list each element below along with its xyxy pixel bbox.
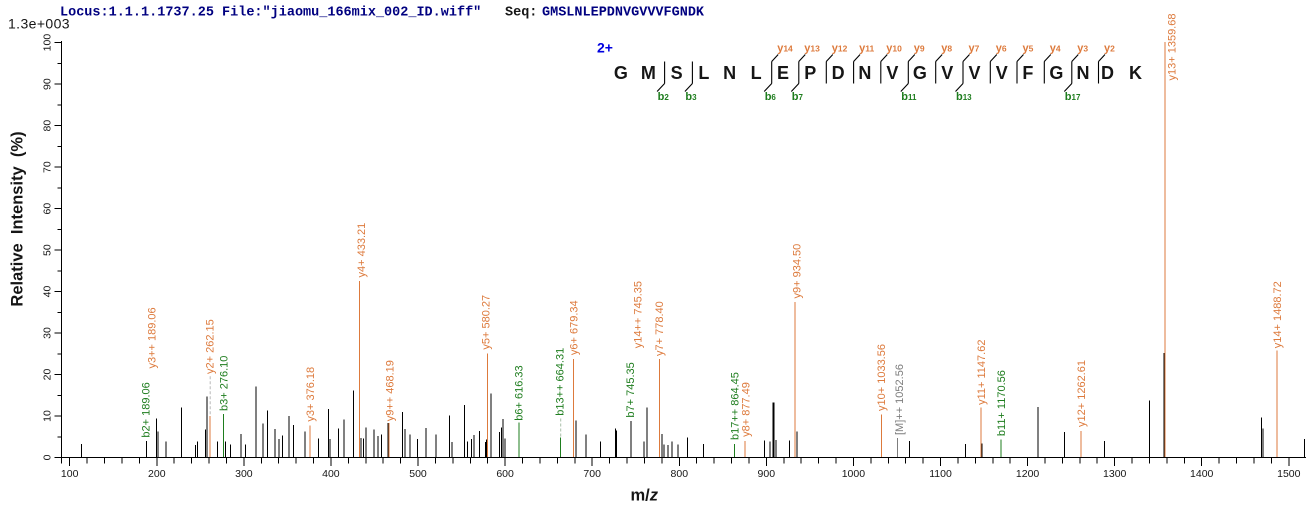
svg-text:y9+ 934.50: y9+ 934.50 — [792, 244, 804, 299]
svg-text:500: 500 — [409, 468, 427, 480]
svg-text:y11: y11 — [859, 43, 874, 55]
svg-text:60: 60 — [42, 203, 54, 215]
svg-text:b13++ 664.31: b13++ 664.31 — [555, 348, 567, 416]
svg-text:b7: b7 — [792, 91, 804, 103]
svg-text:b6: b6 — [765, 91, 777, 103]
svg-text:GMSLNLEPDNVGVVVFGNDK: GMSLNLEPDNVGVVVFGNDK — [542, 6, 705, 21]
svg-text:y2: y2 — [1104, 43, 1115, 55]
svg-text:800: 800 — [671, 468, 689, 480]
svg-text:1300: 1300 — [1103, 468, 1127, 480]
svg-text:100: 100 — [61, 468, 79, 480]
svg-text:S: S — [671, 63, 683, 83]
svg-text:b3+ 276.10: b3+ 276.10 — [219, 356, 231, 411]
svg-text:m/z: m/z — [631, 487, 659, 505]
svg-text:y5: y5 — [1023, 43, 1034, 55]
svg-text:V: V — [968, 63, 980, 83]
svg-text:y9++ 468.19: y9++ 468.19 — [385, 360, 397, 421]
svg-text:Locus:1.1.1.1737.25 File:"jiao: Locus:1.1.1.1737.25 File:"jiaomu_166mix_… — [60, 6, 481, 21]
svg-text:y10: y10 — [886, 43, 902, 55]
svg-text:y12+ 1262.61: y12+ 1262.61 — [1076, 360, 1088, 427]
svg-text:y8: y8 — [941, 43, 952, 55]
svg-text:N: N — [723, 63, 736, 83]
svg-text:40: 40 — [42, 286, 54, 298]
svg-text:b3: b3 — [685, 91, 697, 103]
svg-text:y14+ 1488.72: y14+ 1488.72 — [1272, 281, 1284, 348]
svg-text:b17++ 864.45: b17++ 864.45 — [730, 372, 742, 440]
svg-text:y2+ 262.15: y2+ 262.15 — [205, 319, 217, 374]
svg-text:y8+ 877.49: y8+ 877.49 — [740, 382, 752, 437]
svg-text:L: L — [751, 63, 762, 83]
svg-text:y13+ 1359.68: y13+ 1359.68 — [1167, 14, 1179, 81]
svg-text:b13: b13 — [956, 91, 972, 103]
svg-text:20: 20 — [42, 369, 54, 381]
svg-text:1000: 1000 — [842, 468, 866, 480]
svg-text:y10+ 1033.56: y10+ 1033.56 — [876, 344, 888, 411]
svg-text:L: L — [698, 63, 709, 83]
svg-text:1.3e+003: 1.3e+003 — [8, 16, 70, 32]
svg-text:b11: b11 — [901, 91, 917, 103]
svg-text:P: P — [804, 63, 816, 83]
svg-text:50: 50 — [42, 244, 54, 256]
svg-text:700: 700 — [583, 468, 601, 480]
svg-text:y5+ 580.27: y5+ 580.27 — [481, 295, 493, 350]
svg-text:1400: 1400 — [1190, 468, 1214, 480]
svg-text:M: M — [641, 63, 656, 83]
svg-text:300: 300 — [235, 468, 253, 480]
svg-text:1200: 1200 — [1016, 468, 1040, 480]
svg-text:y13: y13 — [804, 43, 820, 55]
svg-text:y4+ 433.21: y4+ 433.21 — [356, 223, 368, 278]
svg-text:Seq:: Seq: — [505, 6, 537, 21]
svg-text:y3++ 189.06: y3++ 189.06 — [146, 307, 158, 368]
svg-text:2+: 2+ — [597, 40, 613, 56]
svg-text:K: K — [1129, 63, 1142, 83]
svg-text:G: G — [1049, 63, 1063, 83]
svg-text:y11+ 1147.62: y11+ 1147.62 — [976, 340, 988, 405]
svg-text:1100: 1100 — [929, 468, 952, 480]
svg-text:b17: b17 — [1065, 91, 1081, 103]
svg-text:400: 400 — [322, 468, 340, 480]
svg-text:1500: 1500 — [1277, 468, 1301, 480]
svg-text:200: 200 — [148, 468, 166, 480]
svg-text:N: N — [858, 63, 871, 83]
svg-text:y7: y7 — [969, 43, 980, 55]
svg-text:y7+ 778.40: y7+ 778.40 — [654, 301, 666, 356]
svg-text:80: 80 — [42, 120, 54, 132]
svg-text:100: 100 — [42, 34, 54, 52]
svg-text:0: 0 — [42, 454, 54, 460]
svg-text:b2: b2 — [658, 91, 670, 103]
svg-text:G: G — [614, 63, 628, 83]
svg-text:600: 600 — [496, 468, 514, 480]
svg-text:y12: y12 — [832, 43, 848, 55]
svg-text:Relative Intensity (%): Relative Intensity (%) — [9, 131, 27, 306]
svg-text:b7+ 745.35: b7+ 745.35 — [625, 362, 637, 417]
svg-text:E: E — [777, 63, 789, 83]
svg-text:y9: y9 — [914, 43, 925, 55]
svg-text:b2+ 189.06: b2+ 189.06 — [141, 382, 153, 437]
svg-text:N: N — [1077, 63, 1090, 83]
svg-text:V: V — [941, 63, 953, 83]
svg-text:y14++ 745.35: y14++ 745.35 — [633, 281, 645, 348]
svg-text:b6+ 616.33: b6+ 616.33 — [514, 365, 526, 420]
svg-text:V: V — [996, 63, 1008, 83]
svg-text:y3+ 376.18: y3+ 376.18 — [305, 367, 317, 422]
svg-text:D: D — [832, 63, 845, 83]
svg-text:y6: y6 — [996, 43, 1007, 55]
svg-text:30: 30 — [42, 327, 54, 339]
svg-text:F: F — [1022, 63, 1033, 83]
svg-text:[M]++ 1052.56: [M]++ 1052.56 — [894, 364, 906, 435]
svg-text:y14: y14 — [777, 43, 793, 55]
svg-text:y3: y3 — [1077, 43, 1088, 55]
svg-text:G: G — [913, 63, 927, 83]
svg-text:b11+ 1170.56: b11+ 1170.56 — [996, 370, 1008, 436]
svg-text:70: 70 — [42, 161, 54, 173]
svg-text:D: D — [1101, 63, 1114, 83]
svg-text:y4: y4 — [1050, 43, 1061, 55]
svg-text:V: V — [886, 63, 898, 83]
svg-text:900: 900 — [758, 468, 776, 480]
svg-text:90: 90 — [42, 78, 54, 90]
svg-text:y6+ 679.34: y6+ 679.34 — [569, 300, 581, 355]
svg-text:10: 10 — [42, 410, 54, 422]
